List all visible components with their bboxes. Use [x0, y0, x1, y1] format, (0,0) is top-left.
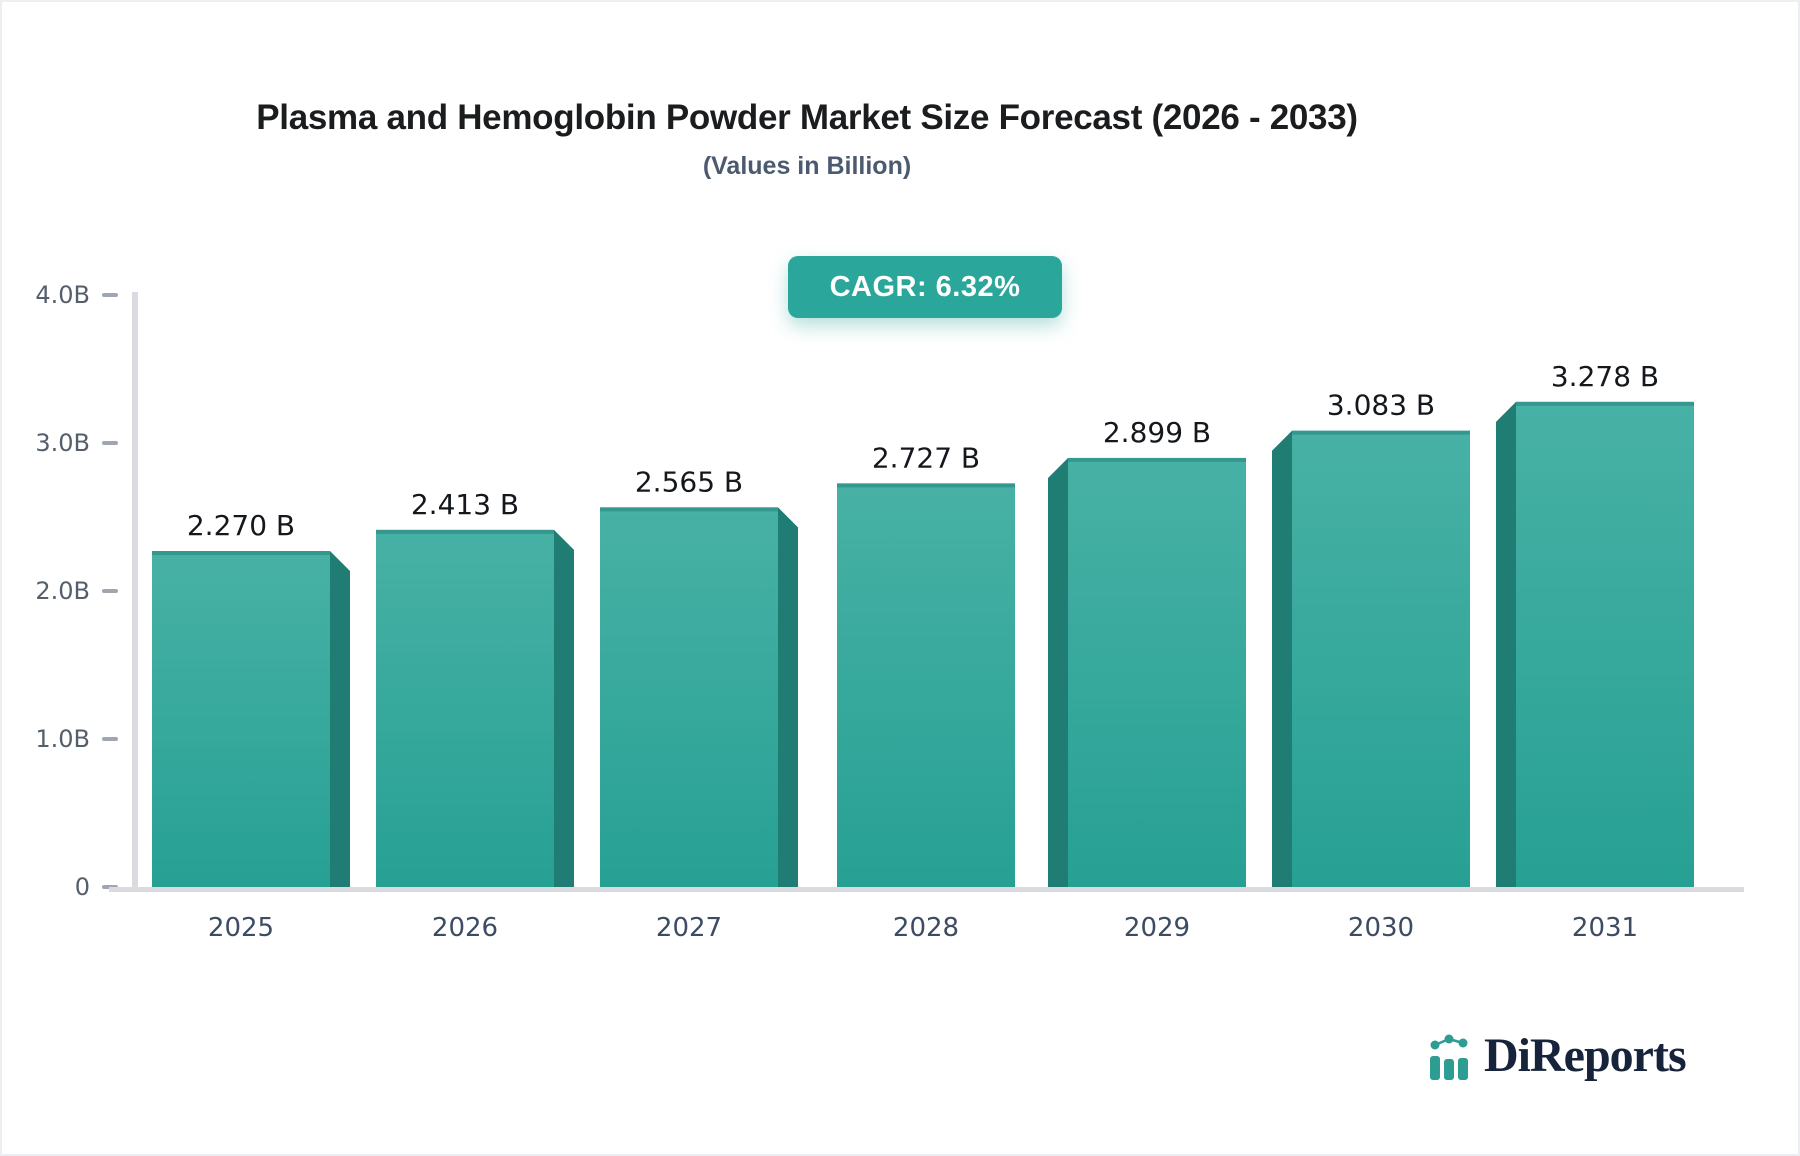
bar-side-face	[778, 507, 798, 887]
x-axis-label: 2026	[432, 913, 498, 943]
y-axis-label: 3.0B	[35, 429, 90, 457]
bar-value-label: 2.270 B	[187, 509, 295, 542]
bar-2027	[600, 507, 778, 887]
bar-top-edge	[376, 529, 554, 534]
bar-2029	[1068, 457, 1246, 887]
y-axis-label: 1.0B	[35, 725, 90, 753]
bar-value-label: 2.727 B	[872, 441, 980, 474]
x-axis-label: 2028	[893, 913, 959, 943]
bar-side-face	[1272, 430, 1292, 887]
y-axis-tick	[102, 441, 118, 445]
bar-2028	[837, 483, 1015, 887]
bar-side-face	[1496, 401, 1516, 887]
x-axis-label: 2029	[1124, 913, 1190, 943]
bar-top-edge	[1516, 401, 1694, 406]
bar-top-edge	[152, 551, 330, 556]
x-axis-label: 2030	[1348, 913, 1414, 943]
bar-top-edge	[837, 483, 1015, 488]
x-axis-label: 2025	[208, 913, 274, 943]
direports-logo-text: DiReports	[1484, 1029, 1687, 1082]
x-axis-line	[109, 887, 1744, 892]
cagr-badge: CAGR: 6.32%	[788, 256, 1062, 318]
y-axis-tick	[102, 293, 118, 297]
bar-value-label: 3.278 B	[1551, 360, 1659, 393]
x-axis-label: 2031	[1572, 913, 1638, 943]
y-axis-label: 2.0B	[35, 577, 90, 605]
bar-top-edge	[1068, 457, 1246, 462]
cagr-badge-label: CAGR: 6.32%	[829, 270, 1021, 303]
bar-value-label: 2.413 B	[411, 488, 519, 521]
bar-value-label: 2.899 B	[1103, 416, 1211, 449]
y-axis-label: 4.0B	[35, 281, 90, 309]
bar-2030	[1292, 430, 1470, 887]
bar-2025	[152, 551, 330, 887]
y-axis-line	[132, 292, 138, 892]
bar-value-label: 2.565 B	[635, 465, 743, 498]
bar-side-face	[1048, 457, 1068, 887]
y-axis-label: 0	[75, 873, 90, 901]
bar-2026	[376, 529, 554, 887]
bar-side-face	[554, 529, 574, 887]
direports-logo: DiReports	[1430, 1029, 1687, 1082]
bar-top-edge	[600, 507, 778, 512]
bar-value-label: 3.083 B	[1327, 389, 1435, 422]
y-axis-tick	[102, 589, 118, 593]
bar-side-face	[330, 551, 350, 887]
direports-logo-icon	[1430, 1034, 1468, 1080]
page-title: Plasma and Hemoglobin Powder Market Size…	[256, 98, 1358, 137]
bar-top-edge	[1292, 430, 1470, 435]
chart-subtitle: (Values in Billion)	[702, 152, 912, 180]
x-axis-label: 2027	[656, 913, 722, 943]
y-axis-tick	[102, 737, 118, 741]
chart-header: Plasma and Hemoglobin Powder Market Size…	[2, 98, 1612, 181]
bar-2031	[1516, 401, 1694, 887]
